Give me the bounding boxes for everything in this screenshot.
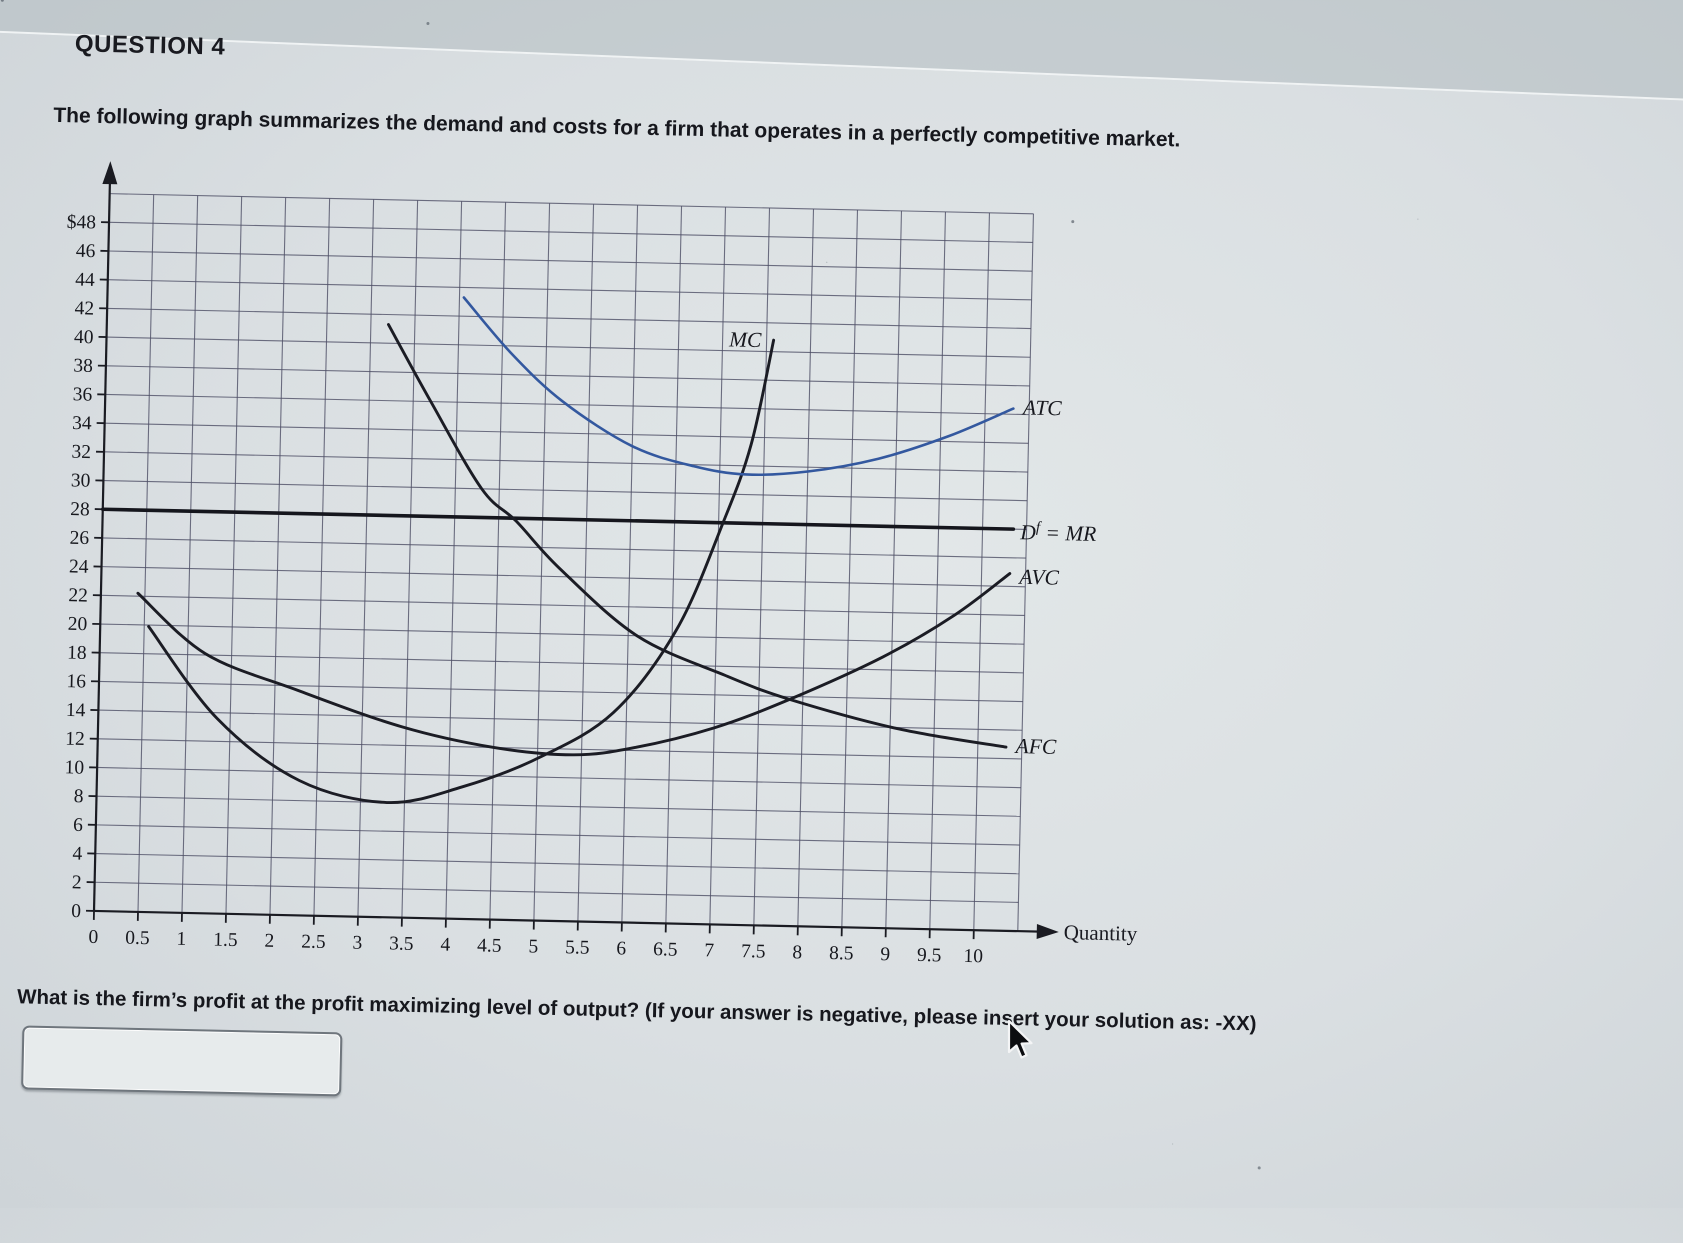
page-title: QUESTION 4	[75, 30, 226, 61]
photo-dust-specks	[1, 0, 4, 2]
svg-text:36: 36	[73, 384, 93, 405]
svg-text:8: 8	[792, 942, 802, 963]
svg-text:MC: MC	[728, 327, 762, 352]
svg-text:$48: $48	[67, 212, 97, 234]
svg-text:7.5: 7.5	[741, 941, 766, 963]
svg-text:30: 30	[71, 470, 91, 491]
svg-text:4: 4	[440, 935, 450, 956]
svg-text:Df = MR: Df = MR	[1019, 519, 1097, 546]
svg-text:8.5: 8.5	[829, 943, 854, 965]
svg-text:6: 6	[616, 938, 626, 959]
svg-text:2: 2	[72, 872, 82, 893]
svg-text:32: 32	[71, 442, 91, 463]
svg-text:AFC: AFC	[1013, 734, 1057, 759]
svg-text:28: 28	[70, 499, 90, 520]
svg-text:20: 20	[68, 614, 88, 635]
svg-text:9.5: 9.5	[917, 945, 942, 967]
answer-input[interactable]	[21, 1025, 342, 1096]
svg-text:9: 9	[880, 944, 890, 965]
mouse-cursor-icon	[1006, 1020, 1040, 1064]
svg-text:ATC: ATC	[1021, 395, 1063, 420]
svg-text:1: 1	[176, 929, 186, 950]
svg-text:2.5: 2.5	[301, 931, 326, 953]
svg-text:42: 42	[74, 298, 94, 319]
svg-text:22: 22	[68, 585, 88, 606]
svg-text:34: 34	[72, 413, 92, 434]
svg-text:0: 0	[71, 901, 81, 922]
svg-text:16: 16	[66, 671, 86, 692]
svg-text:6.5: 6.5	[653, 939, 678, 961]
svg-text:2: 2	[264, 931, 274, 952]
svg-text:3: 3	[352, 933, 362, 954]
svg-text:12: 12	[65, 729, 85, 750]
svg-text:10: 10	[64, 757, 84, 778]
chart-svg: $484644424038363432302826242220181614121…	[20, 152, 1277, 979]
svg-text:1.5: 1.5	[213, 930, 238, 952]
svg-text:4: 4	[72, 844, 82, 865]
svg-text:18: 18	[67, 643, 87, 664]
svg-text:7: 7	[704, 940, 714, 961]
svg-text:0: 0	[88, 927, 98, 948]
svg-text:14: 14	[66, 700, 86, 721]
svg-text:26: 26	[69, 528, 89, 549]
svg-text:3.5: 3.5	[389, 933, 414, 955]
svg-text:Quantity: Quantity	[1064, 920, 1138, 946]
svg-text:40: 40	[74, 327, 94, 348]
svg-text:AVC: AVC	[1017, 565, 1060, 590]
svg-text:10: 10	[963, 946, 983, 967]
svg-text:24: 24	[69, 556, 89, 577]
svg-text:8: 8	[74, 786, 84, 807]
svg-text:5: 5	[528, 936, 538, 957]
svg-text:4.5: 4.5	[477, 935, 502, 957]
svg-text:6: 6	[73, 815, 83, 836]
svg-text:0.5: 0.5	[125, 928, 150, 950]
svg-text:46: 46	[76, 241, 96, 262]
svg-text:38: 38	[73, 356, 93, 377]
svg-text:44: 44	[75, 269, 95, 290]
svg-text:5.5: 5.5	[565, 937, 590, 959]
question-intro-text: The following graph summarizes the deman…	[53, 104, 1503, 160]
